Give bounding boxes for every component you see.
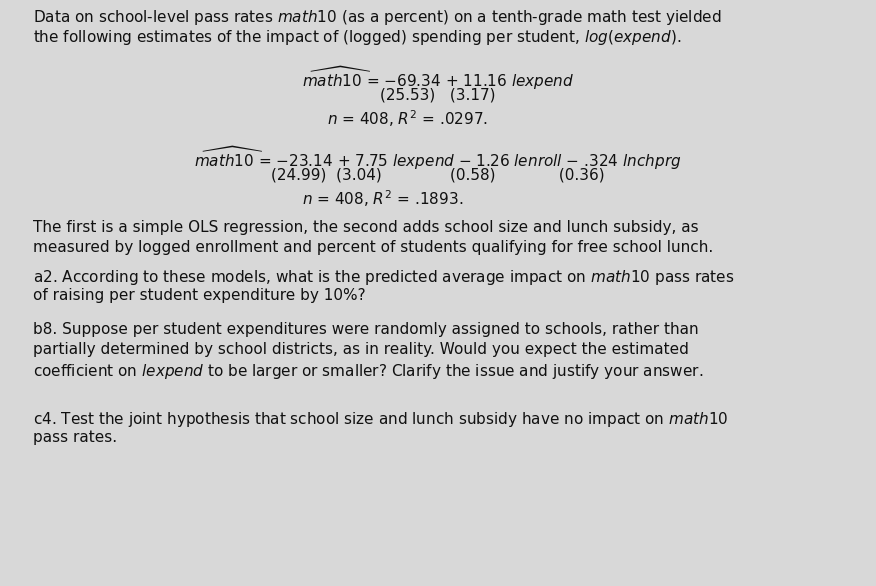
Text: $\widehat{\mathit{math10}}$ = −69.34 + 11.16 $\mathit{lexpend}$: $\widehat{\mathit{math10}}$ = −69.34 + 1… (302, 65, 574, 92)
Text: the following estimates of the impact of (logged) spending per student, $\mathit: the following estimates of the impact of… (33, 28, 682, 47)
Text: measured by logged enrollment and percent of students qualifying for free school: measured by logged enrollment and percen… (33, 240, 714, 255)
Text: (24.99)  (3.04)              (0.58)             (0.36): (24.99) (3.04) (0.58) (0.36) (272, 167, 604, 182)
Text: (25.53)   (3.17): (25.53) (3.17) (380, 87, 496, 102)
Text: of raising per student expenditure by 10%?: of raising per student expenditure by 10… (33, 288, 366, 303)
Text: partially determined by school districts, as in reality. Would you expect the es: partially determined by school districts… (33, 342, 689, 357)
Text: pass rates.: pass rates. (33, 430, 117, 445)
Text: The first is a simple OLS regression, the second adds school size and lunch subs: The first is a simple OLS regression, th… (33, 220, 699, 235)
Text: Data on school-level pass rates $\mathit{math10}$ (as a percent) on a tenth-grad: Data on school-level pass rates $\mathit… (33, 8, 722, 27)
Text: $n$ = 408, $R^2$ = .1893.: $n$ = 408, $R^2$ = .1893. (302, 188, 463, 209)
Text: $n$ = 408, $R^2$ = .0297.: $n$ = 408, $R^2$ = .0297. (328, 108, 489, 129)
Text: b8. Suppose per student expenditures were randomly assigned to schools, rather t: b8. Suppose per student expenditures wer… (33, 322, 699, 337)
Text: coefficient on $\mathit{lexpend}$ to be larger or smaller? Clarify the issue and: coefficient on $\mathit{lexpend}$ to be … (33, 362, 703, 381)
Text: $\widehat{\mathit{math10}}$ = −23.14 + 7.75 $\mathit{lexpend}$ − 1.26 $\mathit{l: $\widehat{\mathit{math10}}$ = −23.14 + 7… (194, 145, 682, 172)
Text: a2. According to these models, what is the predicted average impact on $\mathit{: a2. According to these models, what is t… (33, 268, 735, 287)
Text: c4. Test the joint hypothesis that school size and lunch subsidy have no impact : c4. Test the joint hypothesis that schoo… (33, 410, 729, 429)
